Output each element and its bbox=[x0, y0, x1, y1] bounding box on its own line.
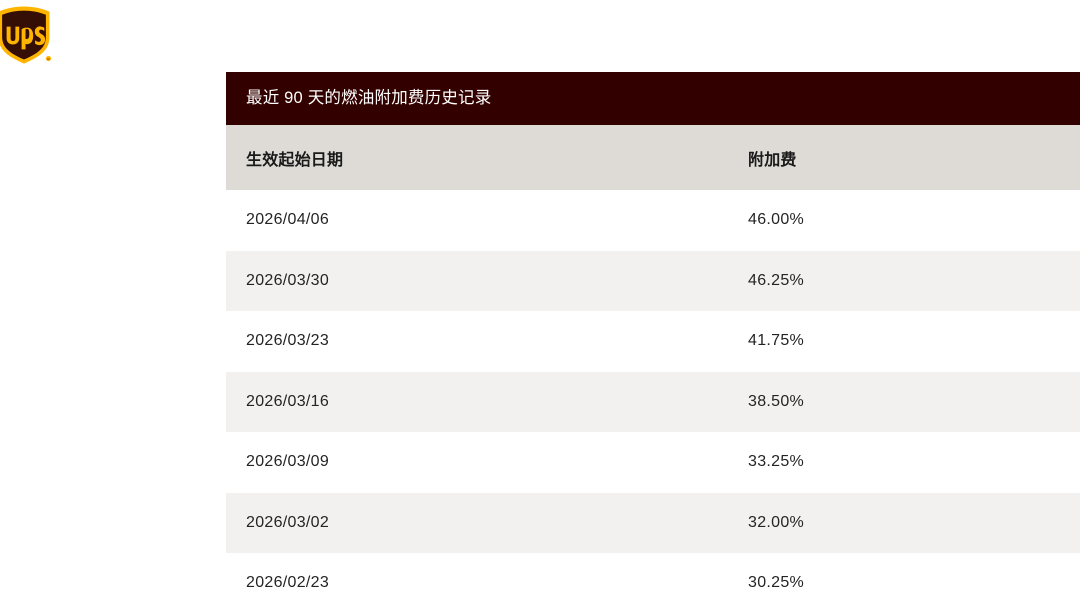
table-row: 2026/03/30 46.25% bbox=[226, 250, 1080, 311]
cell-effective-date: 2026/03/09 bbox=[226, 432, 728, 493]
table-row: 2026/03/16 38.50% bbox=[226, 371, 1080, 432]
table-row: 2026/02/23 30.25% bbox=[226, 553, 1080, 609]
fuel-surcharge-table-title: 最近 90 天的燃油附加费历史记录 bbox=[226, 72, 1080, 125]
cell-surcharge: 38.50% bbox=[728, 371, 1080, 432]
fuel-surcharge-table: 生效起始日期 附加费 2026/04/06 46.00% 2026/03/30 … bbox=[226, 125, 1080, 609]
cell-effective-date: 2026/03/16 bbox=[226, 371, 728, 432]
table-head: 生效起始日期 附加费 bbox=[226, 125, 1080, 190]
cell-surcharge: 46.25% bbox=[728, 250, 1080, 311]
cell-effective-date: 2026/03/23 bbox=[226, 311, 728, 372]
site-header: R bbox=[0, 0, 1080, 72]
table-row: 2026/04/06 46.00% bbox=[226, 190, 1080, 251]
table-row: 2026/03/02 32.00% bbox=[226, 492, 1080, 553]
table-row: 2026/03/23 41.75% bbox=[226, 311, 1080, 372]
ups-shield-logo[interactable]: R bbox=[0, 5, 55, 65]
column-header-surcharge[interactable]: 附加费 bbox=[728, 125, 1080, 190]
cell-effective-date: 2026/04/06 bbox=[226, 190, 728, 251]
cell-effective-date: 2026/03/02 bbox=[226, 492, 728, 553]
left-gutter bbox=[0, 72, 226, 609]
cell-effective-date: 2026/02/23 bbox=[226, 553, 728, 609]
table-row: 2026/03/09 33.25% bbox=[226, 432, 1080, 493]
fuel-surcharge-panel: 最近 90 天的燃油附加费历史记录 生效起始日期 附加费 2026/04/06 … bbox=[226, 72, 1080, 609]
cell-effective-date: 2026/03/30 bbox=[226, 250, 728, 311]
cell-surcharge: 33.25% bbox=[728, 432, 1080, 493]
column-header-effective-date[interactable]: 生效起始日期 bbox=[226, 125, 728, 190]
page-content: 最近 90 天的燃油附加费历史记录 生效起始日期 附加费 2026/04/06 … bbox=[0, 72, 1080, 609]
cell-surcharge: 32.00% bbox=[728, 492, 1080, 553]
cell-surcharge: 46.00% bbox=[728, 190, 1080, 251]
table-header-row: 生效起始日期 附加费 bbox=[226, 125, 1080, 190]
cell-surcharge: 41.75% bbox=[728, 311, 1080, 372]
cell-surcharge: 30.25% bbox=[728, 553, 1080, 609]
table-body: 2026/04/06 46.00% 2026/03/30 46.25% 2026… bbox=[226, 190, 1080, 609]
svg-text:R: R bbox=[47, 57, 50, 61]
registered-mark-icon bbox=[45, 55, 52, 62]
